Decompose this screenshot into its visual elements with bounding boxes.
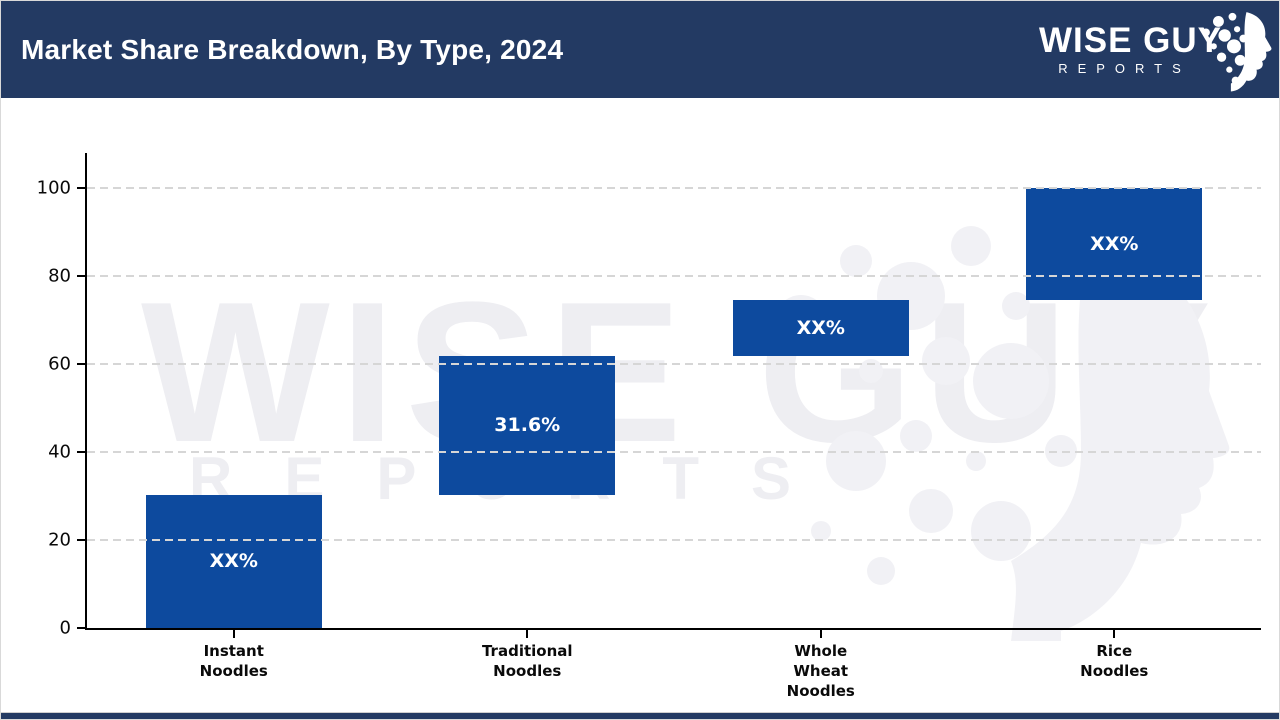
logo-reports-text: REPORTS <box>1058 61 1191 76</box>
x-tick-mark <box>1113 630 1116 638</box>
x-axis-line <box>85 628 1261 630</box>
gridline <box>87 275 1261 277</box>
logo-wiseguy-text: WISE GUY <box>1039 21 1223 60</box>
bar-whole-wheat-noodles <box>732 300 909 356</box>
bar-value-label: 31.6% <box>494 414 561 437</box>
y-tick-label: 100 <box>36 177 71 199</box>
y-tick-mark <box>77 539 85 541</box>
bar-value-label: XX% <box>1090 233 1139 256</box>
brand-logo: WISE GUY REPORTS <box>1017 7 1272 93</box>
gridline <box>87 187 1261 189</box>
x-category-label: Rice Noodles <box>1080 642 1149 680</box>
bar-instant-noodles <box>145 494 322 628</box>
footer-bar <box>1 712 1279 719</box>
y-tick-label: 0 <box>59 617 71 639</box>
x-tick-mark <box>526 630 529 638</box>
logo-face-dots-icon <box>1202 12 1272 92</box>
y-tick-mark <box>77 275 85 277</box>
gridline <box>87 539 1261 541</box>
x-tick-mark <box>232 630 235 638</box>
x-category-label: Whole Wheat Noodles <box>786 642 855 700</box>
header-bar: Market Share Breakdown, By Type, 2024 WI… <box>1 1 1279 98</box>
bar-rice-noodles <box>1026 188 1203 301</box>
bar-value-label: XX% <box>796 316 845 339</box>
watermark-face-dots-icon <box>775 226 1230 641</box>
y-axis-line <box>85 153 87 630</box>
x-category-label: Instant Noodles <box>199 642 268 680</box>
page-title: Market Share Breakdown, By Type, 2024 <box>21 33 564 65</box>
y-tick-label: 20 <box>48 529 71 551</box>
y-tick-label: 80 <box>48 265 71 287</box>
y-tick-mark <box>77 363 85 365</box>
x-tick-mark <box>819 630 822 638</box>
gridline <box>87 451 1261 453</box>
y-tick-mark <box>77 187 85 189</box>
bar-value-label: XX% <box>209 550 258 573</box>
y-tick-label: 40 <box>48 441 71 463</box>
gridline <box>87 363 1261 365</box>
bar-traditional-noodles <box>439 355 616 495</box>
y-tick-mark <box>77 451 85 453</box>
y-tick-mark <box>77 627 85 629</box>
x-category-label: Traditional Noodles <box>481 642 573 680</box>
y-tick-label: 60 <box>48 353 71 375</box>
